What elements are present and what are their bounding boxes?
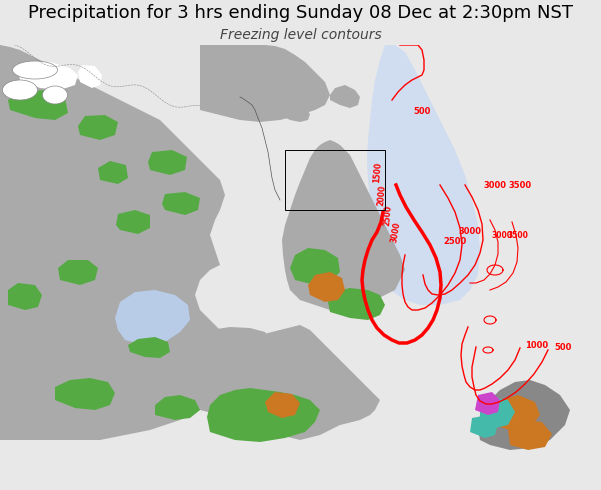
Polygon shape (478, 380, 570, 450)
Polygon shape (128, 337, 170, 358)
Polygon shape (282, 140, 405, 310)
Polygon shape (207, 388, 320, 442)
Ellipse shape (43, 86, 67, 104)
Text: 2000: 2000 (377, 184, 388, 206)
Polygon shape (475, 392, 500, 415)
Polygon shape (55, 378, 115, 410)
Text: 3500: 3500 (508, 230, 528, 240)
Polygon shape (155, 395, 200, 420)
Polygon shape (148, 150, 187, 175)
Text: 3500: 3500 (508, 180, 531, 190)
Polygon shape (0, 45, 380, 440)
Polygon shape (98, 161, 128, 184)
Polygon shape (508, 420, 552, 450)
Polygon shape (308, 272, 345, 302)
Polygon shape (265, 392, 300, 418)
Text: 2500: 2500 (444, 238, 466, 246)
Text: Precipitation for 3 hrs ending Sunday 08 Dec at 2:30pm NST: Precipitation for 3 hrs ending Sunday 08… (28, 3, 573, 22)
Text: 3000: 3000 (389, 221, 402, 243)
Text: 500: 500 (554, 343, 572, 351)
Polygon shape (8, 90, 68, 120)
Polygon shape (115, 290, 190, 345)
Polygon shape (18, 62, 78, 90)
Polygon shape (162, 192, 200, 215)
Polygon shape (490, 395, 540, 432)
Text: 2500: 2500 (383, 204, 394, 226)
Polygon shape (367, 45, 480, 305)
Polygon shape (280, 106, 310, 122)
Text: 1000: 1000 (525, 341, 548, 349)
Polygon shape (290, 248, 340, 285)
Polygon shape (330, 85, 360, 108)
Polygon shape (78, 115, 118, 140)
Polygon shape (480, 397, 515, 428)
Text: 3000: 3000 (492, 230, 513, 240)
Polygon shape (116, 210, 150, 234)
Polygon shape (470, 415, 498, 438)
Text: Freezing level contours: Freezing level contours (219, 28, 382, 42)
Polygon shape (195, 327, 270, 352)
Text: 3000: 3000 (459, 227, 481, 237)
Ellipse shape (13, 61, 58, 79)
Ellipse shape (2, 80, 37, 100)
Text: 500: 500 (413, 107, 431, 117)
Polygon shape (200, 45, 330, 122)
Polygon shape (328, 288, 385, 320)
Text: 1500: 1500 (373, 161, 383, 183)
Polygon shape (8, 283, 42, 310)
Text: 3000: 3000 (483, 180, 507, 190)
Polygon shape (58, 260, 98, 285)
Polygon shape (78, 65, 102, 88)
